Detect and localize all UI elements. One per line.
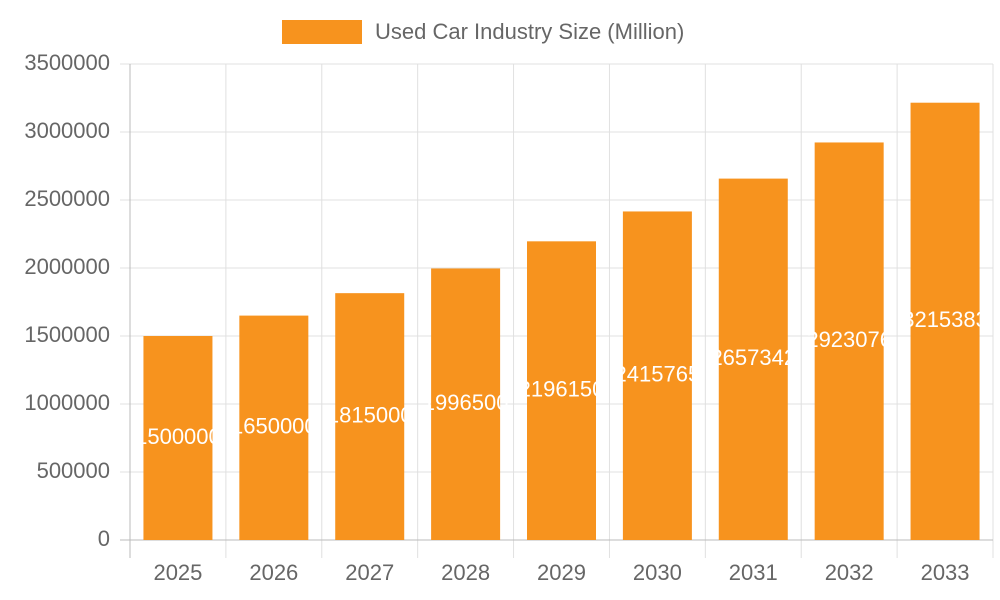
x-tick-label: 2025 <box>153 560 202 585</box>
legend-swatch <box>282 20 362 44</box>
data-label: 3215383 <box>902 307 988 332</box>
data-label: 1996500 <box>423 390 509 415</box>
bar <box>718 178 788 540</box>
legend-label: Used Car Industry Size (Million) <box>375 19 684 44</box>
bar <box>527 241 596 540</box>
data-label: 1815000 <box>327 402 413 427</box>
x-tick-label: 2032 <box>825 560 874 585</box>
bar <box>910 102 980 540</box>
y-tick-label: 2000000 <box>24 254 110 279</box>
data-label: 1500000 <box>135 424 221 449</box>
y-tick-label: 1000000 <box>24 390 110 415</box>
x-tick-label: 2027 <box>345 560 394 585</box>
y-tick-label: 500000 <box>37 458 110 483</box>
x-tick-label: 2033 <box>921 560 970 585</box>
bar <box>622 211 692 540</box>
data-label: 2415765 <box>615 362 701 387</box>
data-label: 2657342 <box>710 345 796 370</box>
bar <box>143 336 213 540</box>
y-tick-label: 1500000 <box>24 322 110 347</box>
y-tick-label: 3000000 <box>24 118 110 143</box>
x-tick-label: 2026 <box>249 560 298 585</box>
bar <box>814 142 884 540</box>
bar <box>335 293 405 540</box>
bar <box>431 268 501 540</box>
x-tick-label: 2028 <box>441 560 490 585</box>
x-tick-label: 2030 <box>633 560 682 585</box>
y-tick-label: 0 <box>98 526 110 551</box>
bar <box>239 315 309 540</box>
x-tick-label: 2031 <box>729 560 778 585</box>
data-label: 2923076 <box>806 327 892 352</box>
y-tick-label: 3500000 <box>24 50 110 75</box>
y-tick-label: 2500000 <box>24 186 110 211</box>
x-tick-label: 2029 <box>537 560 586 585</box>
data-label: 1650000 <box>231 414 317 439</box>
data-label: 2196150 <box>519 376 605 401</box>
